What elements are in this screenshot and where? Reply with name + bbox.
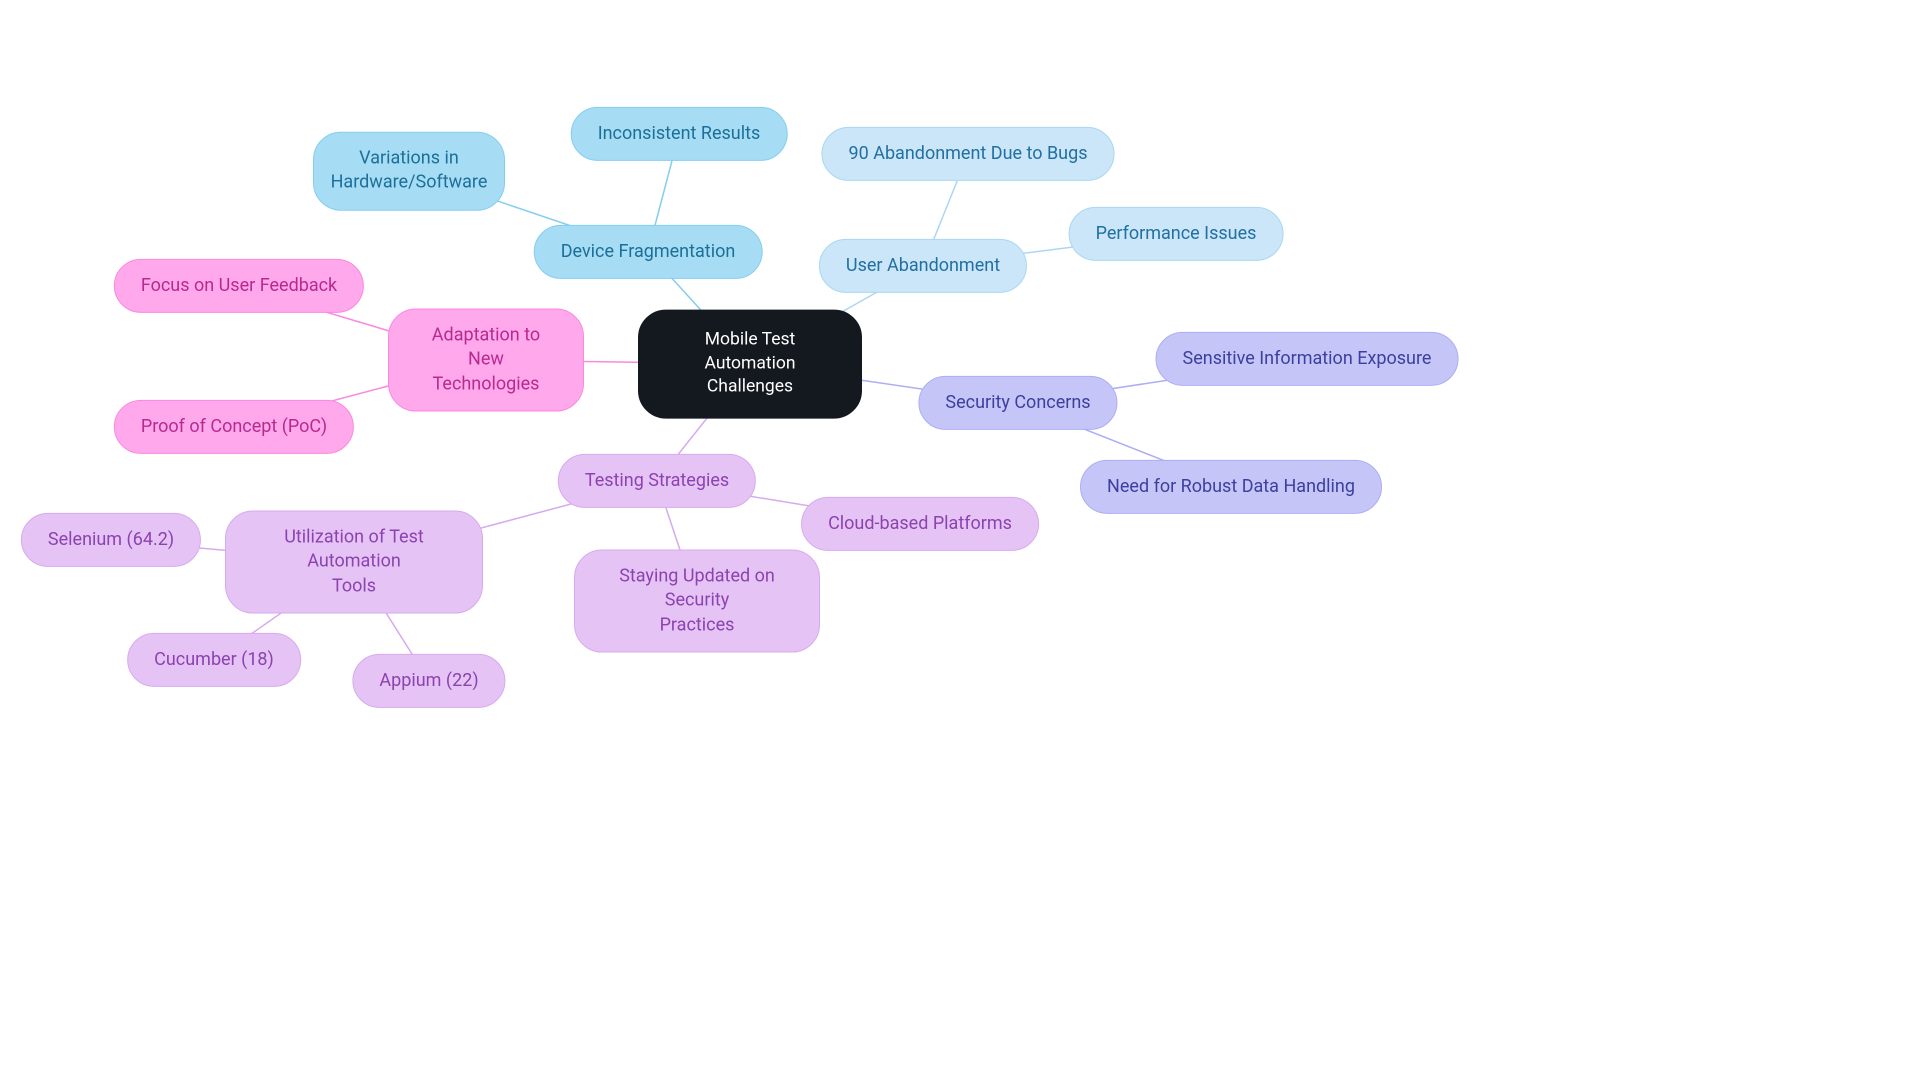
node-label: Need for Robust Data Handling <box>1107 475 1355 499</box>
node-selenium: Selenium (64.2) <box>21 513 201 567</box>
node-inconsistent: Inconsistent Results <box>571 107 788 161</box>
node-cucumber: Cucumber (18) <box>127 633 301 687</box>
node-appium: Appium (22) <box>352 654 505 708</box>
node-robust_data: Need for Robust Data Handling <box>1080 460 1382 514</box>
node-label: Staying Updated on SecurityPractices <box>601 565 793 638</box>
node-variations: Variations inHardware/Software <box>313 132 505 211</box>
node-label: Cloud-based Platforms <box>828 512 1012 536</box>
node-label: Cucumber (18) <box>154 648 274 672</box>
node-security_practices: Staying Updated on SecurityPractices <box>574 550 820 653</box>
node-poc: Proof of Concept (PoC) <box>114 400 354 454</box>
node-user_feedback: Focus on User Feedback <box>114 259 364 313</box>
node-center: Mobile Test AutomationChallenges <box>638 310 862 419</box>
node-label: User Abandonment <box>846 254 1000 278</box>
node-abandon90: 90 Abandonment Due to Bugs <box>822 127 1115 181</box>
node-label: Mobile Test AutomationChallenges <box>667 329 833 400</box>
node-label: Variations inHardware/Software <box>331 147 488 196</box>
node-label: Appium (22) <box>379 669 478 693</box>
node-label: Adaptation to NewTechnologies <box>415 324 557 397</box>
node-label: Testing Strategies <box>585 469 729 493</box>
node-cloud: Cloud-based Platforms <box>801 497 1039 551</box>
node-user_abandon: User Abandonment <box>819 239 1027 293</box>
node-adaptation: Adaptation to NewTechnologies <box>388 309 584 412</box>
node-label: Security Concerns <box>945 391 1090 415</box>
node-sensitive: Sensitive Information Exposure <box>1156 332 1459 386</box>
node-label: Inconsistent Results <box>598 122 761 146</box>
node-label: Proof of Concept (PoC) <box>141 415 327 439</box>
node-label: Utilization of Test AutomationTools <box>252 526 456 599</box>
node-label: Performance Issues <box>1096 222 1257 246</box>
node-device_frag: Device Fragmentation <box>534 225 763 279</box>
node-label: Selenium (64.2) <box>48 528 174 552</box>
node-label: 90 Abandonment Due to Bugs <box>849 142 1088 166</box>
node-label: Sensitive Information Exposure <box>1183 347 1432 371</box>
node-label: Focus on User Feedback <box>141 274 337 298</box>
node-testing_strat: Testing Strategies <box>558 454 756 508</box>
node-security: Security Concerns <box>918 376 1117 430</box>
node-util_tools: Utilization of Test AutomationTools <box>225 511 483 614</box>
node-label: Device Fragmentation <box>561 240 736 264</box>
node-perf_issues: Performance Issues <box>1069 207 1284 261</box>
